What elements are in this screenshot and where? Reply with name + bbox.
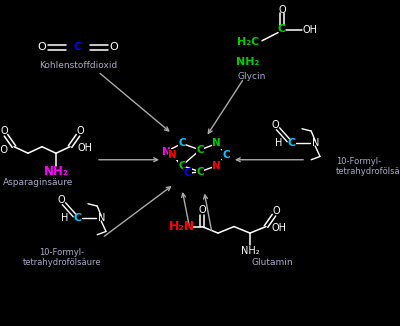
Text: O: O [271, 120, 279, 129]
Text: H₂N: H₂N [169, 220, 195, 233]
Text: C: C [74, 214, 82, 223]
Text: N: N [312, 139, 319, 148]
Text: HO: HO [0, 145, 8, 155]
Text: O: O [198, 205, 206, 215]
Text: Kohlenstoffdioxid: Kohlenstoffdioxid [39, 61, 117, 70]
Text: C: C [74, 42, 82, 52]
Text: C: C [196, 167, 204, 177]
Text: C: C [288, 139, 296, 148]
Text: Glycin: Glycin [238, 72, 266, 81]
Text: N: N [212, 139, 221, 148]
Text: N: N [98, 214, 105, 223]
Text: OH: OH [78, 143, 93, 153]
Text: C: C [178, 161, 186, 170]
Text: H: H [275, 139, 282, 148]
Text: O: O [38, 42, 46, 52]
Text: OH: OH [272, 223, 287, 233]
Text: 10-Formyl-
tetrahydrofölsäure: 10-Formyl- tetrahydrofölsäure [336, 156, 400, 176]
Text: NH₂: NH₂ [241, 246, 259, 256]
Text: C: C [278, 24, 286, 34]
Text: N: N [212, 161, 221, 170]
Text: C: C [222, 150, 230, 160]
Text: O: O [0, 126, 8, 136]
Text: C: C [183, 169, 191, 178]
Text: N: N [162, 147, 170, 156]
Text: O: O [110, 42, 118, 52]
Text: Glutamin: Glutamin [251, 258, 293, 267]
Text: NH₂: NH₂ [236, 57, 260, 67]
Text: N: N [168, 150, 177, 160]
Text: O: O [57, 195, 65, 204]
Text: NH₂: NH₂ [44, 165, 68, 178]
Text: O: O [76, 126, 84, 136]
Text: C: C [196, 145, 204, 155]
Text: O: O [278, 5, 286, 15]
Text: H₂C: H₂C [237, 37, 259, 47]
Text: Asparaginsäure: Asparaginsäure [3, 178, 73, 187]
Text: 10-Formyl-
tetrahydrofölsäure: 10-Formyl- tetrahydrofölsäure [23, 248, 101, 267]
Text: O: O [272, 206, 280, 216]
Text: OH: OH [302, 25, 318, 35]
Text: H: H [61, 214, 68, 223]
Text: C: C [178, 139, 186, 148]
